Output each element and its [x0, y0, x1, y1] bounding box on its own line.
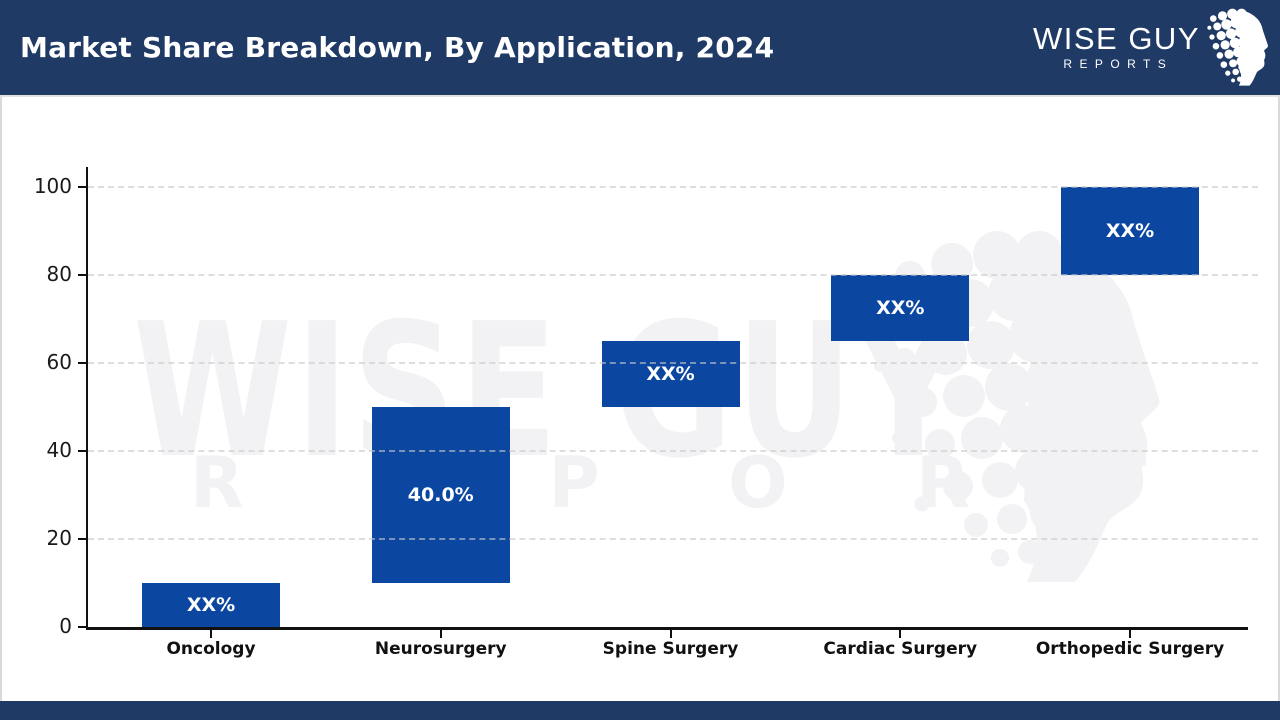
bar-cardiac-surgery: XX% — [831, 275, 970, 341]
x-axis-line — [86, 627, 1248, 630]
logo-face-icon — [1207, 8, 1269, 86]
gridline-20 — [88, 538, 1258, 540]
y-tick-label: 40 — [46, 438, 72, 462]
y-tick-mark — [78, 274, 86, 276]
x-category-label: Orthopedic Surgery — [1035, 639, 1225, 659]
bar-value-label: XX% — [646, 363, 695, 385]
bar-spine-surgery: XX% — [601, 341, 740, 407]
y-tick-mark — [78, 626, 86, 628]
x-category-label: Spine Surgery — [602, 639, 739, 659]
bar-value-label: XX% — [186, 594, 236, 616]
bar-neurosurgery: 40.0% — [371, 407, 510, 583]
y-tick-label: 0 — [59, 614, 72, 638]
x-category-label: Cardiac Surgery — [823, 639, 978, 659]
logo-sub-text: REPORTS — [1063, 57, 1174, 71]
bar-value-label: XX% — [876, 297, 925, 319]
bar-oncology: XX% — [142, 583, 280, 627]
y-tick-label: 60 — [46, 350, 72, 374]
left-border — [0, 97, 2, 702]
gridline-80 — [88, 274, 1258, 276]
footer-bar — [0, 701, 1280, 720]
y-axis-line — [86, 167, 88, 629]
gridline-40 — [88, 450, 1258, 452]
y-tick-label: 20 — [46, 526, 72, 550]
right-border — [1278, 97, 1280, 702]
chart-title: Market Share Breakdown, By Application, … — [20, 31, 775, 64]
x-category-label: Oncology — [166, 639, 256, 659]
logo-brand-text: WISE GUY — [1032, 21, 1200, 56]
gridline-60 — [88, 362, 1258, 364]
y-tick-mark — [78, 362, 86, 364]
y-tick-mark — [78, 538, 86, 540]
x-tick-mark — [439, 630, 442, 638]
y-tick-label: 100 — [33, 174, 72, 198]
bar-value-label: 40.0% — [407, 484, 474, 506]
x-tick-mark — [210, 630, 212, 638]
x-category-label: Neurosurgery — [374, 639, 507, 659]
bar-orthopedic-surgery: XX% — [1061, 187, 1199, 275]
x-tick-mark — [669, 630, 672, 638]
brand-logo: WISE GUY REPORTS — [1033, 8, 1280, 87]
x-tick-mark — [899, 630, 902, 638]
gridline-100 — [88, 186, 1258, 188]
bar-value-label: XX% — [1105, 220, 1155, 242]
x-tick-mark — [1129, 630, 1131, 638]
y-tick-label: 80 — [46, 262, 72, 286]
y-tick-mark — [78, 186, 86, 188]
header-bar: Market Share Breakdown, By Application, … — [0, 0, 1280, 97]
y-tick-mark — [78, 450, 86, 452]
